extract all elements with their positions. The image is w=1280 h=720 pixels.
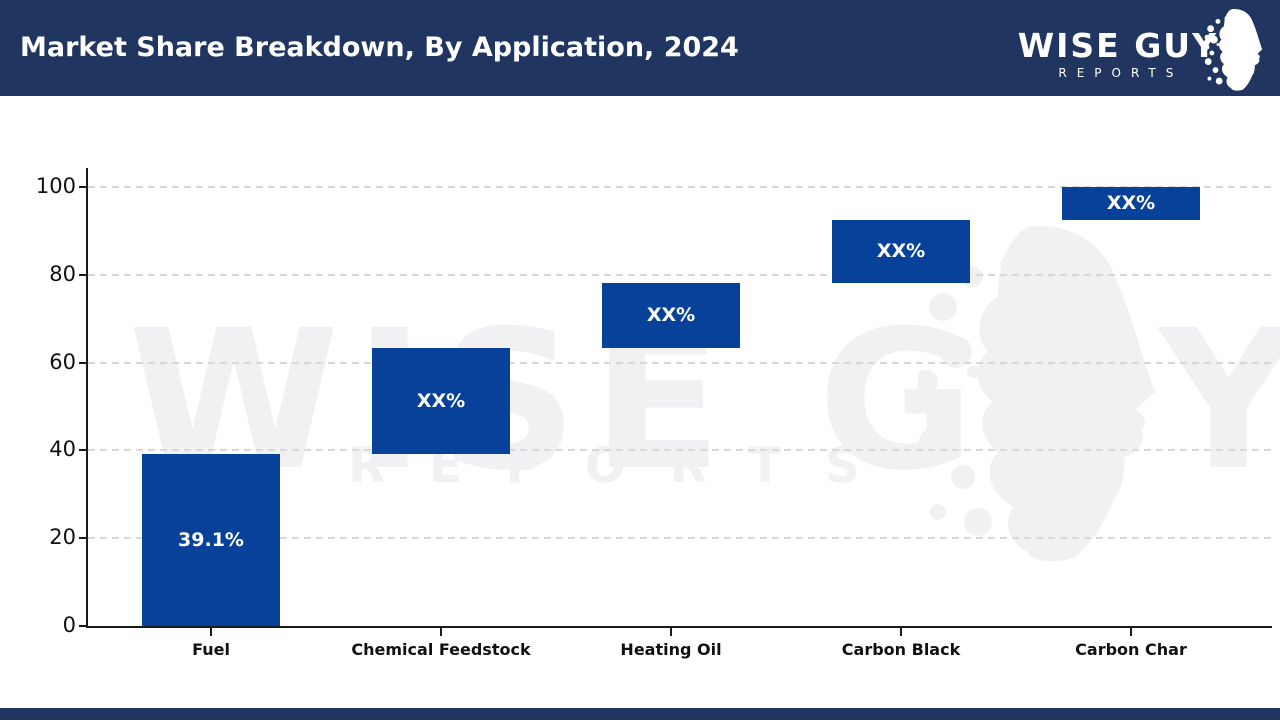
x-tick-mark [670,628,672,636]
logo-line2: REPORTS [1058,66,1184,80]
logo-text: WISE GUY REPORTS [1018,26,1218,80]
bar-value-label: XX% [1106,192,1156,215]
wiseguy-head-icon [1204,9,1263,91]
y-axis-line [86,168,88,628]
gridline [88,449,1272,452]
y-tick-label: 20 [49,525,76,550]
bar-value-label: XX% [416,390,466,412]
y-tick-label: 100 [35,174,76,198]
y-tick-mark [79,273,87,276]
y-tick-mark [79,186,87,188]
bar-value-label: XX% [646,304,696,327]
wiseguy-logo: WISE GUY REPORTS [1018,9,1266,91]
gridline [88,186,1272,188]
x-axis-label: Fuel [192,640,230,659]
y-tick-label: 0 [62,613,76,637]
x-axis-label: Heating Oil [620,640,722,659]
y-tick-mark [79,625,87,627]
gridline [88,361,1272,364]
y-tick-mark [79,449,87,452]
page-title: Market Share Breakdown, By Application, … [20,32,739,63]
bar-segment: XX% [1062,187,1200,220]
logo-line1: WISE GUY [1017,26,1218,65]
bar-value-label: 39.1% [178,529,244,552]
y-tick-label: 40 [49,437,76,462]
wiseguy-head-watermark [918,226,1155,562]
y-tick-label: 60 [49,349,76,374]
x-tick-mark [1130,628,1132,636]
y-tick-mark [79,537,87,540]
gridline [88,537,1272,540]
bar-segment: 39.1% [142,454,280,626]
x-axis-label: Carbon Char [1075,640,1187,659]
y-tick-mark [79,361,87,364]
y-tick-label: 80 [49,261,76,286]
x-axis-label: Carbon Black [841,640,961,659]
bar-segment: XX% [372,347,510,455]
x-axis-line [86,626,1272,628]
bar-segment: XX% [602,282,740,348]
header-bar: Market Share Breakdown, By Application, … [0,0,1280,96]
bar-value-label: XX% [876,240,926,263]
gridline [88,273,1272,276]
x-axis-label: Chemical Feedstock [351,640,531,659]
footer-bar [0,708,1280,720]
bar-segment: XX% [832,219,970,283]
x-tick-mark [210,628,212,636]
x-tick-mark [440,628,442,636]
x-tick-mark [900,628,902,636]
